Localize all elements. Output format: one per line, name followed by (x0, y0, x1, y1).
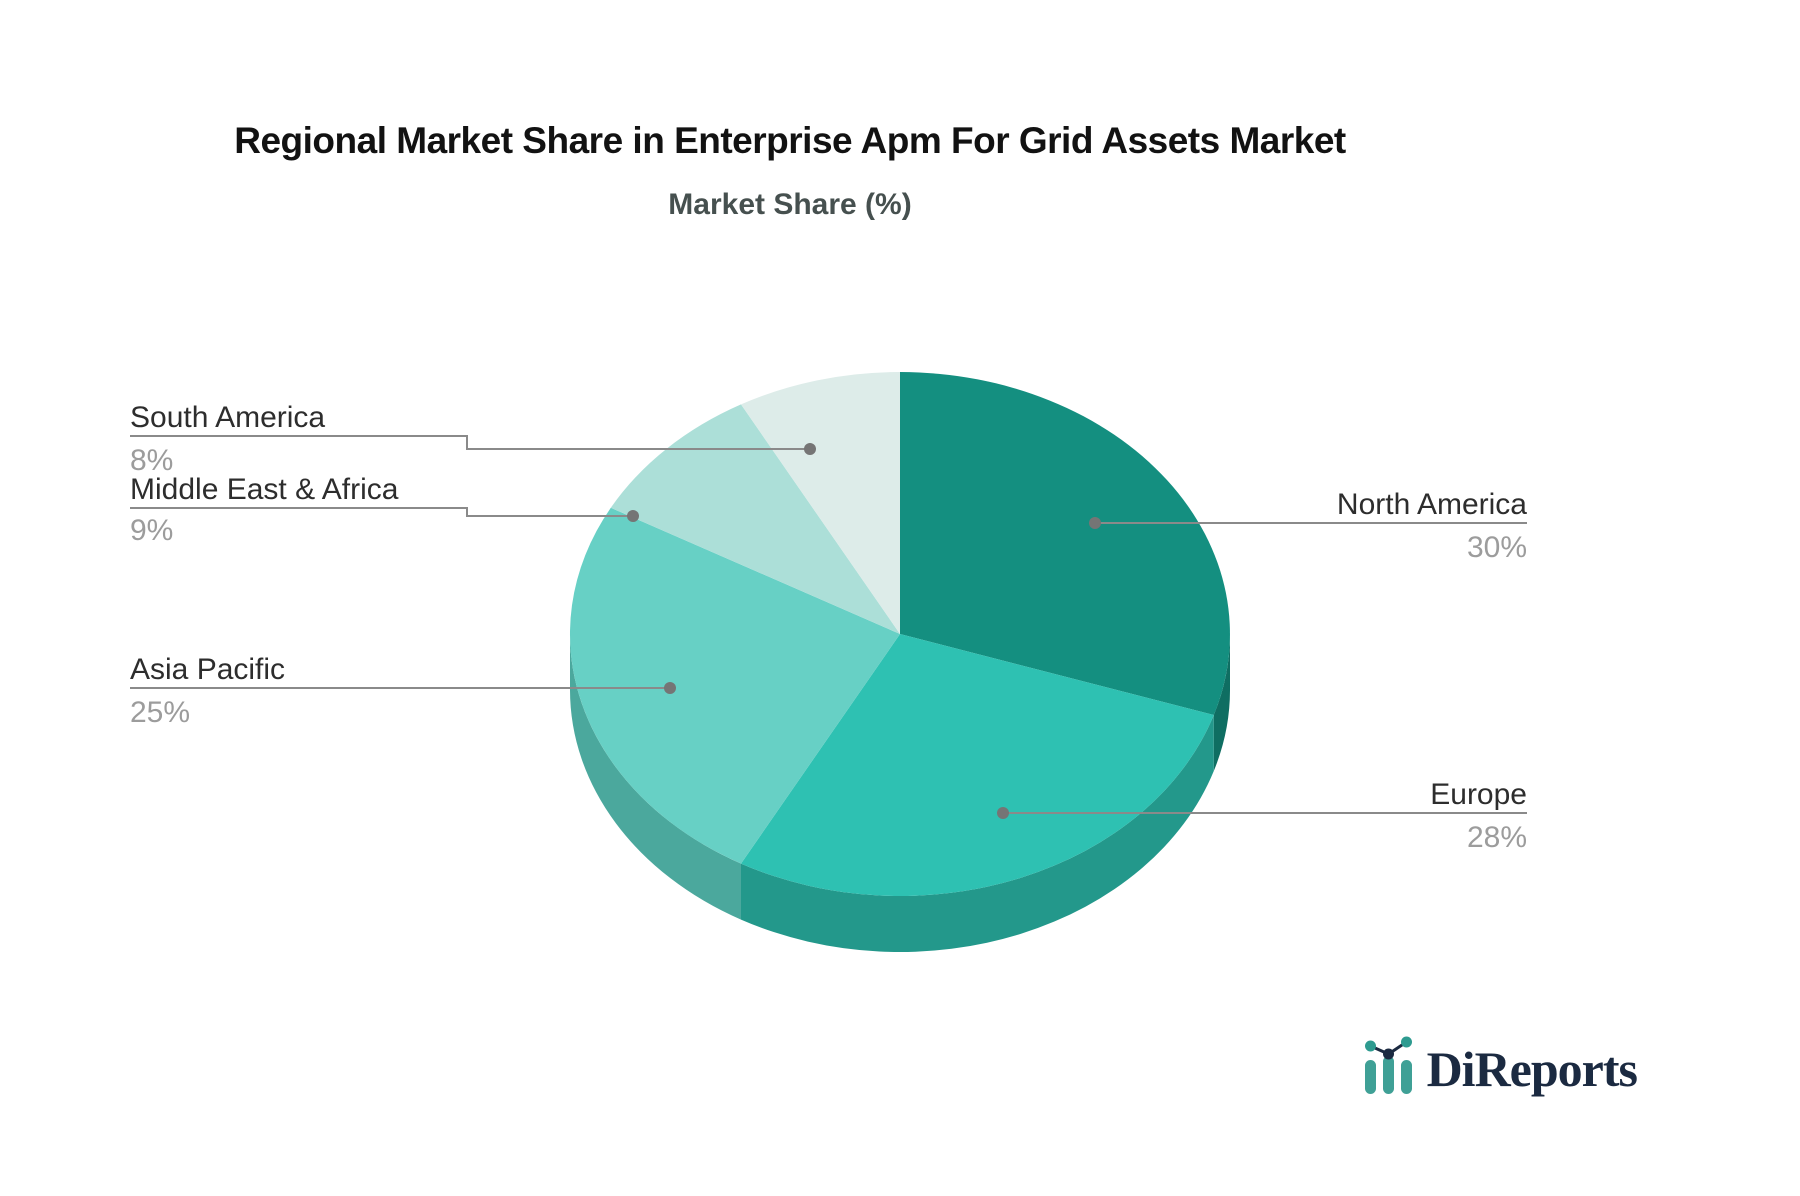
leader-dot-asia-pacific (664, 682, 676, 694)
slice-label: Asia Pacific (130, 653, 286, 686)
chart-title: Regional Market Share in Enterprise Apm … (234, 120, 1346, 161)
leader-dot-north-america (1089, 517, 1101, 529)
callout-value-south-america: 8% (130, 444, 173, 477)
pie-side-walls (570, 634, 1230, 953)
logo-trend-line (1364, 1036, 1412, 1060)
slice-value: 8% (130, 444, 174, 477)
slice-value: 30% (1466, 531, 1527, 564)
slice-label: Europe (1430, 778, 1527, 811)
pie-slice-middle-east-africa[interactable] (610, 404, 900, 634)
slice-label: Middle East & Africa (130, 473, 399, 506)
direports-logo-text: DiReports (1426, 1041, 1638, 1097)
logo-bars (1364, 1056, 1412, 1094)
slice-label: South America (130, 401, 326, 434)
slice-label: North America (1336, 488, 1527, 521)
slice-value: 28% (1466, 821, 1527, 854)
leader-line-middle-east-africa (130, 507, 633, 517)
callout-value-europe: 28% (1467, 821, 1527, 854)
callout-dots (627, 443, 1101, 819)
slice-value: 9% (130, 514, 174, 547)
leader-line-south-america (130, 435, 810, 450)
callout-value-asia-pacific: 25% (130, 696, 190, 729)
callout-label-north-america: North America (1337, 488, 1527, 521)
direports-logo-icon (1364, 1036, 1412, 1094)
callout-value-north-america: 30% (1467, 531, 1527, 564)
pie-slice-europe[interactable] (741, 634, 1214, 897)
callout-value-middle-east-africa: 9% (130, 514, 173, 547)
pie-slice-north-america[interactable] (900, 372, 1230, 715)
callout-label-middle-east-africa: Middle East & Africa (130, 473, 398, 506)
callout-lines (130, 435, 1527, 814)
pie-slice-side-north-america (1213, 634, 1230, 771)
chart-subtitle: Market Share (%) (668, 188, 912, 221)
pie-slice-south-america[interactable] (741, 372, 900, 634)
direports-logo: DiReports (1361, 1036, 1638, 1097)
slice-value: 25% (130, 696, 191, 729)
pie-slice-side-asia-pacific (570, 634, 741, 920)
callout-label-europe: Europe (1430, 778, 1527, 811)
pie-slice-asia-pacific[interactable] (569, 507, 900, 864)
pie-slice-side-europe (741, 715, 1214, 953)
leader-dot-europe (997, 807, 1009, 819)
callout-label-asia-pacific: Asia Pacific (130, 653, 285, 686)
leader-dot-middle-east-africa (627, 510, 639, 522)
pie-slices (569, 372, 1230, 897)
callout-label-south-america: South America (130, 401, 325, 434)
leader-dot-south-america (804, 443, 816, 455)
